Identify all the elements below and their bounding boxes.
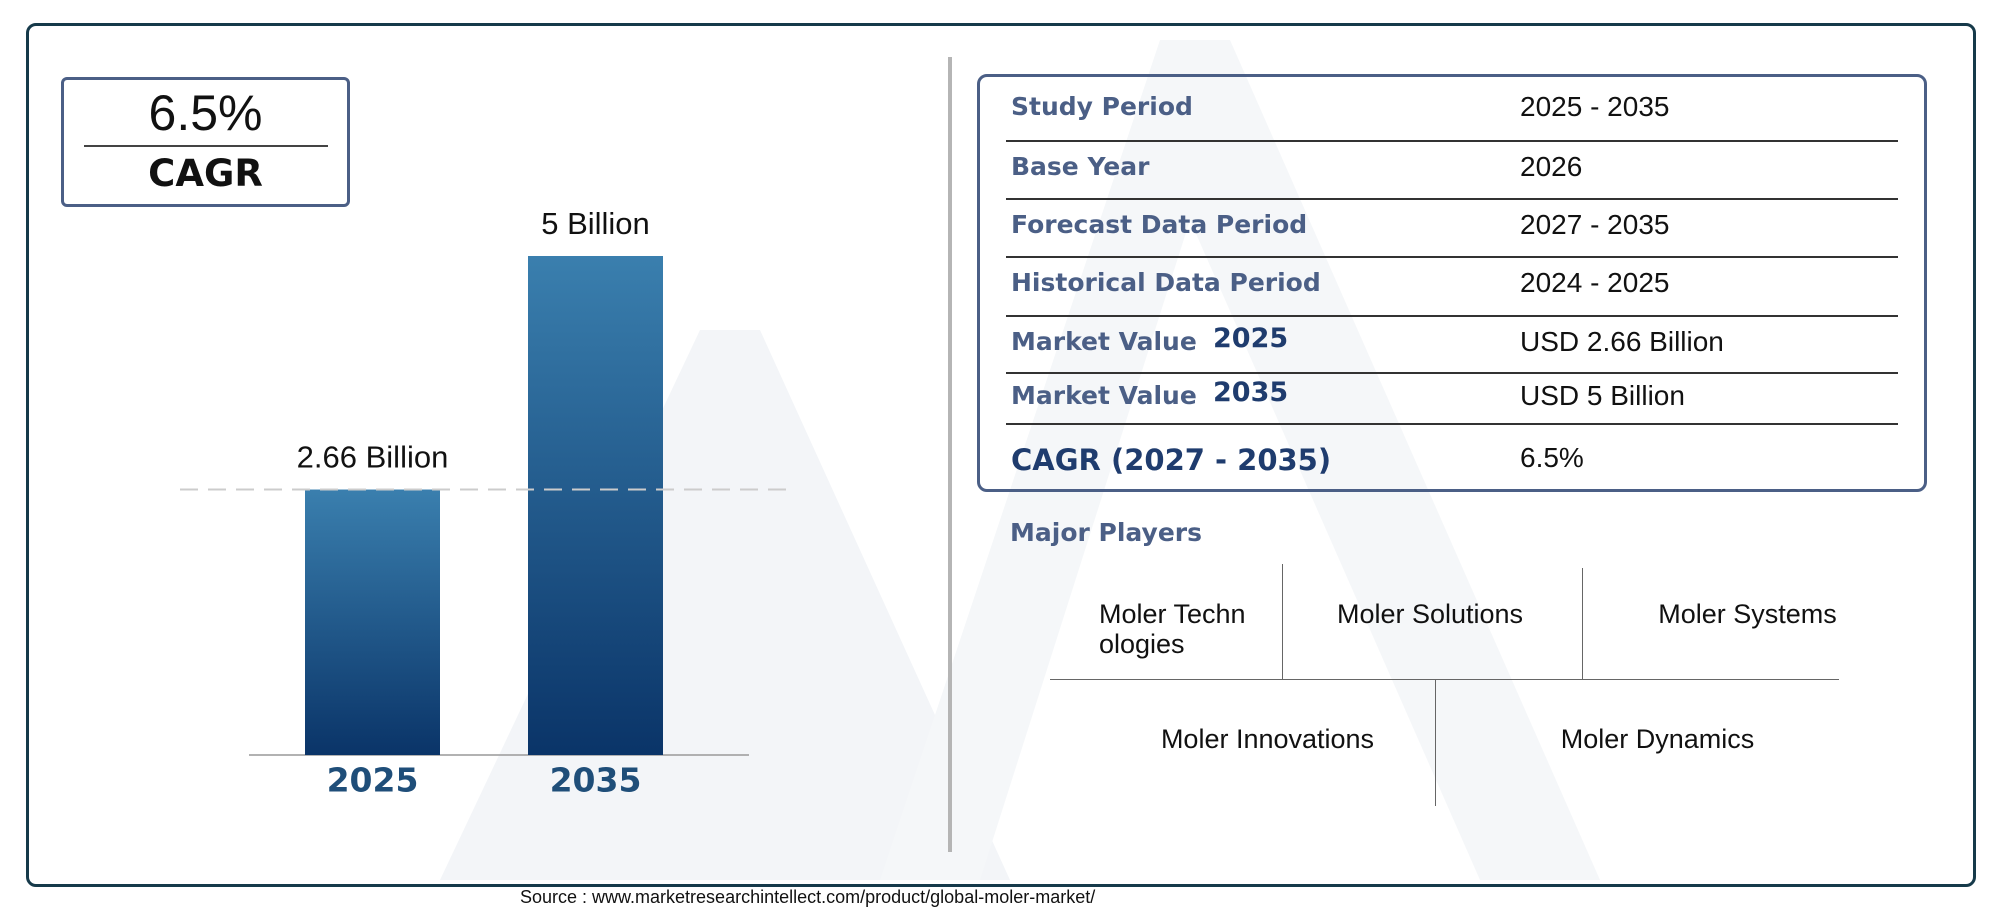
row-label: Market Value	[1011, 327, 1197, 356]
value-label: 2.66 Billion	[297, 440, 449, 475]
row-rule	[1006, 423, 1898, 425]
summary-table	[977, 74, 1927, 492]
player: Moler Innovations	[1160, 724, 1375, 754]
row-value: USD 2.66 Billion	[1520, 326, 1724, 357]
row-label: Study Period	[1011, 92, 1193, 121]
row-value: 2024 - 2025	[1520, 267, 1670, 298]
row-value: 2025 - 2035	[1520, 91, 1670, 122]
row-value: 2026	[1520, 151, 1583, 182]
row-label: Forecast Data Period	[1011, 210, 1308, 239]
player: Moler Technologies	[1099, 599, 1246, 659]
badge-rule	[84, 145, 328, 147]
row-year: 2025	[1213, 323, 1289, 354]
rule	[1435, 679, 1436, 806]
category-label: 2025	[327, 761, 419, 800]
player: Moler Systems	[1658, 599, 1837, 629]
divider	[948, 57, 952, 852]
frame	[26, 23, 1976, 887]
row-rule	[1006, 198, 1898, 200]
row-label: Market Value	[1011, 381, 1197, 410]
value-label: 5 Billion	[541, 206, 650, 241]
rule	[1050, 679, 1839, 680]
row-label: CAGR (2027 - 2035)	[1011, 443, 1332, 477]
player: Moler Dynamics	[1560, 724, 1755, 754]
rule	[1282, 564, 1283, 679]
source: Source : www.marketresearchintellect.com…	[520, 887, 1096, 907]
row-rule	[1006, 372, 1898, 374]
row-value: 6.5%	[1520, 442, 1584, 473]
bar-chart: 2.66 Billion 2025 5 Billion 2035	[180, 206, 790, 800]
rule	[1582, 568, 1583, 679]
players-title: Major Players	[1010, 518, 1202, 547]
cagr-badge	[61, 77, 350, 207]
row-label: Base Year	[1011, 152, 1150, 181]
row-rule	[1006, 256, 1898, 258]
row-rule	[1006, 315, 1898, 317]
bar	[305, 489, 440, 755]
watermark-shape	[880, 40, 1600, 880]
row-value: 2027 - 2035	[1520, 209, 1670, 240]
row-label: Historical Data Period	[1011, 268, 1321, 297]
row-year: 2035	[1213, 377, 1289, 408]
category-label: 2035	[550, 761, 642, 800]
row-rule	[1006, 140, 1898, 142]
cagr-value: 6.5%	[148, 85, 263, 141]
bar	[528, 256, 663, 755]
cagr-label: CAGR	[148, 152, 263, 195]
player: Moler Solutions	[1336, 599, 1524, 629]
row-value: USD 5 Billion	[1520, 380, 1685, 411]
